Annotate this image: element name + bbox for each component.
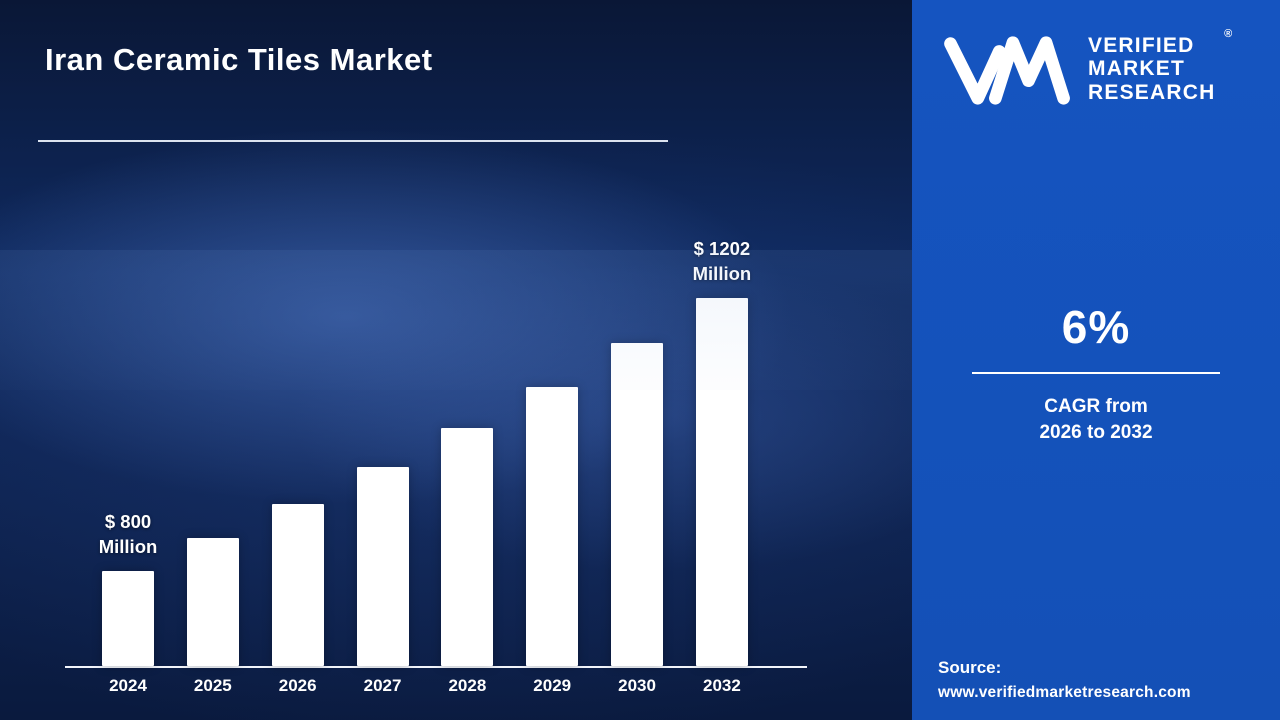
bar-value-label: $ 800 Million	[98, 510, 158, 558]
bar-value-label: $ 1202 Million	[692, 237, 752, 285]
bar	[271, 504, 324, 666]
chart-panel: Iran Ceramic Tiles Market $ 800 Million 20…	[0, 0, 912, 720]
x-axis-label: 2027	[363, 676, 402, 695]
source-block: Source: www.verifiedmarketresearch.com	[938, 658, 1191, 702]
brand-logo: ® VERIFIED MARKET RESEARCH	[938, 28, 1268, 108]
brand-line-3: RESEARCH	[1088, 80, 1216, 104]
bar	[441, 428, 494, 666]
brand-sidebar: ® VERIFIED MARKET RESEARCH 6% CAGR from …	[912, 0, 1280, 720]
cagr-stat: 6% CAGR from 2026 to 2032	[912, 300, 1280, 445]
cagr-caption-line-2: 2026 to 2032	[1039, 421, 1153, 443]
cagr-caption-line-1: CAGR from	[1044, 396, 1148, 417]
cagr-value: 6%	[1061, 301, 1131, 353]
source-label: Source:	[938, 658, 1002, 677]
bar	[102, 571, 154, 666]
bar-column: 2028	[440, 428, 494, 695]
bar-column: 2027	[356, 467, 410, 695]
title-underline	[38, 140, 668, 142]
registered-trademark: ®	[1224, 28, 1234, 41]
bar-column: 2029	[525, 387, 579, 695]
bar-column: 2030	[610, 343, 664, 695]
bar	[526, 387, 579, 666]
bar-column: 2026	[271, 504, 325, 695]
bar	[356, 467, 409, 666]
x-axis-label: 2032	[702, 676, 741, 695]
bar-column: 2025	[186, 538, 240, 695]
x-axis-label: 2025	[193, 676, 232, 695]
x-axis-label: 2029	[533, 676, 572, 695]
brand-line-1: VERIFIED	[1088, 34, 1195, 58]
cagr-caption: CAGR from 2026 to 2032	[912, 394, 1280, 445]
bar-column: $ 1202 Million 2032	[692, 236, 752, 695]
x-axis-label: 2024	[109, 676, 147, 695]
bar	[611, 343, 664, 666]
brand-name: ® VERIFIED MARKET RESEARCH	[1088, 28, 1232, 104]
bar-chart: $ 800 Million 2024 2025 2026 2027 2028 2029 2030…	[65, 236, 807, 695]
page-title: Iran Ceramic Tiles Market	[45, 42, 433, 77]
x-axis-label: 2028	[448, 676, 487, 695]
x-axis-label: 2026	[278, 676, 317, 695]
source-url-link[interactable]: www.verifiedmarketresearch.com	[938, 684, 1191, 701]
bar	[186, 538, 239, 666]
bar	[695, 298, 748, 666]
cagr-underline	[972, 372, 1220, 374]
bar-column: $ 800 Million 2024	[98, 509, 158, 695]
vmr-monogram-icon	[944, 36, 1070, 105]
x-axis-label: 2030	[618, 676, 656, 695]
brand-line-2: MARKET	[1088, 57, 1186, 81]
